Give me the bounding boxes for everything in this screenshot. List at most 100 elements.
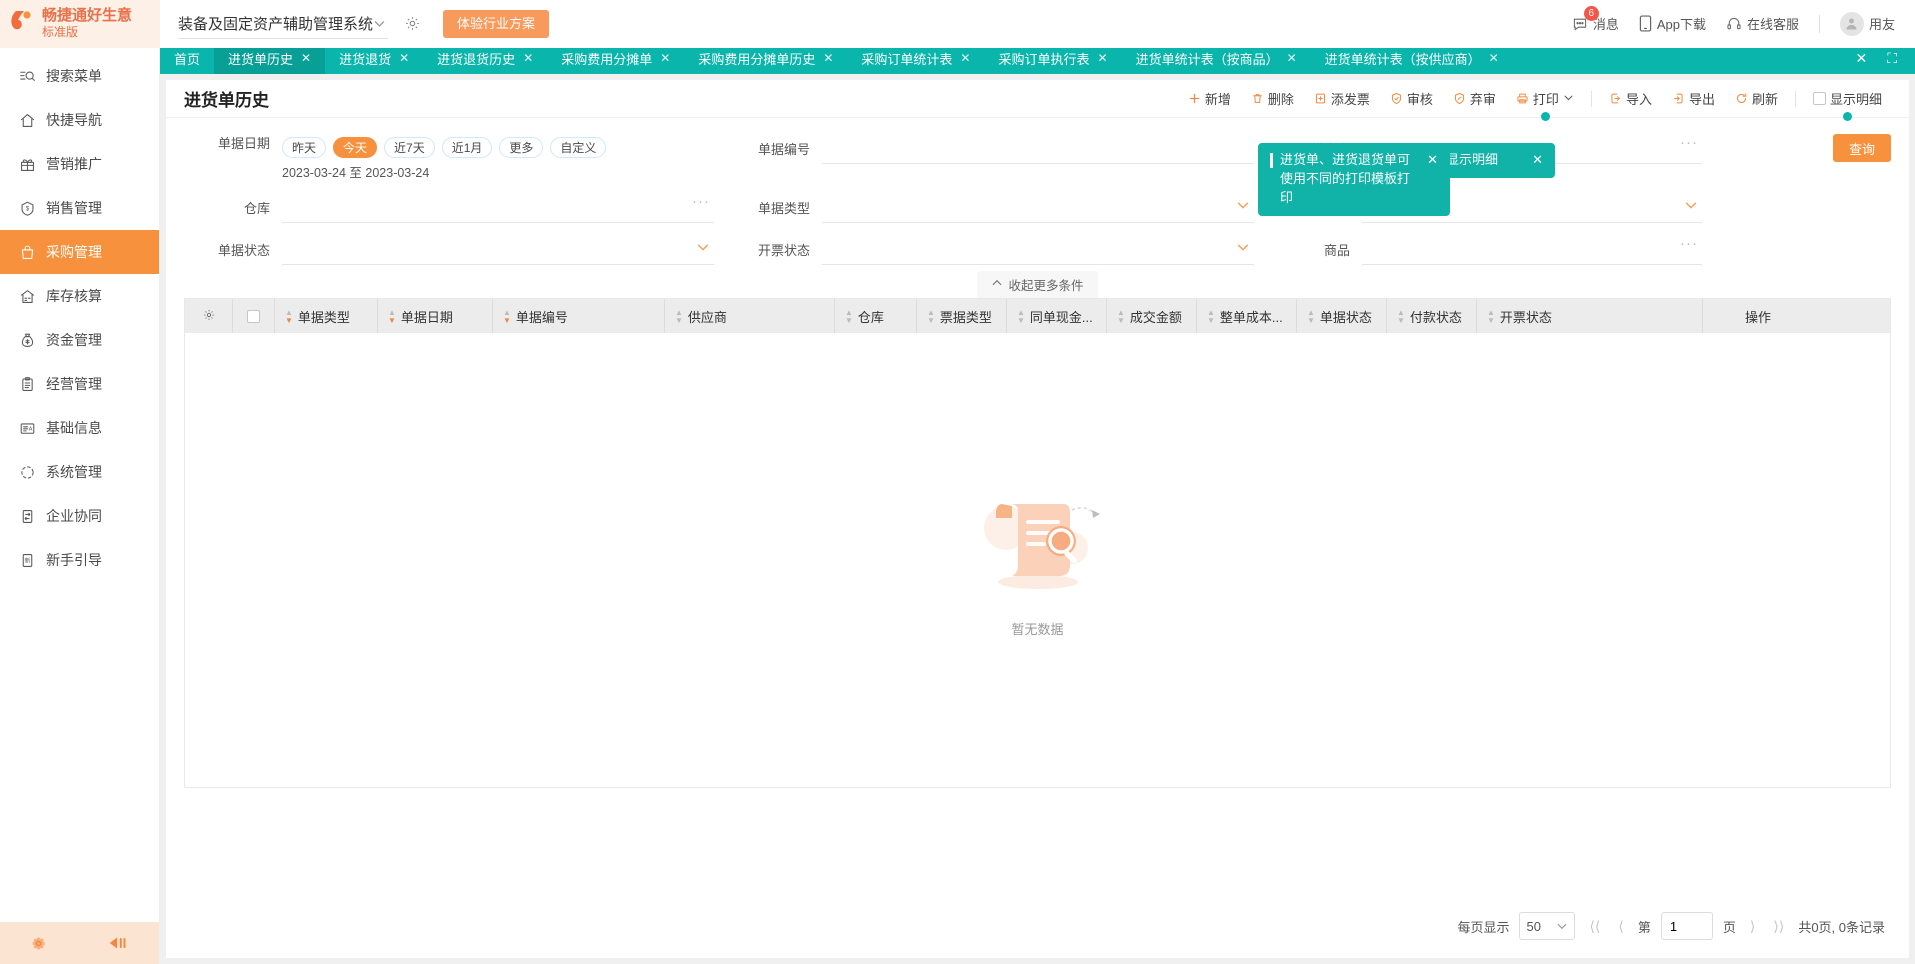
tab-close-icon[interactable]: ✕ — [1488, 51, 1499, 65]
tab-3[interactable]: 进货退货历史 ✕ — [423, 42, 547, 74]
table-column-header-7[interactable]: ▲ ▼ 票据类型 — [917, 299, 1007, 333]
tab-6[interactable]: 采购订单统计表 ✕ — [847, 42, 984, 74]
sidebar-collapse-arrow-icon[interactable] — [107, 936, 129, 950]
tab-close-icon[interactable]: ✕ — [823, 51, 834, 65]
toolbar-button-5[interactable]: 打印 — [1507, 85, 1583, 121]
date-chip-3[interactable]: 近1月 — [441, 137, 493, 158]
user-menu[interactable]: 用友 — [1839, 11, 1895, 36]
tab-7[interactable]: 采购订单执行表 ✕ — [984, 42, 1121, 74]
tab-close-icon[interactable]: ✕ — [399, 51, 410, 65]
tab-close-icon[interactable]: ✕ — [301, 51, 312, 65]
tab-8[interactable]: 进货单统计表（按商品） ✕ — [1122, 42, 1311, 74]
table-column-header-10[interactable]: ▲ ▼ 整单成本... — [1197, 299, 1297, 333]
date-chip-2[interactable]: 近7天 — [384, 137, 435, 158]
settings-gear-icon[interactable] — [404, 15, 421, 32]
toolbar-button-3[interactable]: 审核 — [1381, 85, 1442, 112]
close-icon[interactable]: ✕ — [1855, 49, 1868, 66]
sort-toggle-icon[interactable]: ▲ ▼ — [1307, 307, 1315, 325]
first-page-button[interactable]: ⟨⟨ — [1589, 917, 1601, 934]
table-column-header-13[interactable]: ▲ ▼ 开票状态 — [1477, 299, 1703, 333]
bill-type-chevron-down-icon[interactable] — [1684, 198, 1698, 215]
sidebar-item-10[interactable]: 企业协同 — [0, 494, 159, 538]
tab-close-icon[interactable]: ✕ — [660, 51, 671, 65]
sort-toggle-icon[interactable]: ▲ ▼ — [1117, 307, 1125, 325]
table-column-header-12[interactable]: ▲ ▼ 付款状态 — [1387, 299, 1477, 333]
sidebar-item-2[interactable]: 营销推广 — [0, 142, 159, 186]
collapse-conditions-button[interactable]: 收起更多条件 — [977, 271, 1098, 298]
show-detail-tip-close-icon[interactable]: ✕ — [1532, 152, 1543, 167]
checkbox-icon[interactable] — [1812, 92, 1826, 105]
experience-solution-button[interactable]: 体验行业方案 — [443, 9, 550, 38]
table-column-header-9[interactable]: ▲ ▼ 成交金额 — [1107, 299, 1197, 333]
table-column-header-14[interactable]: 操作 — [1703, 299, 1813, 333]
filter-input-doc-status[interactable] — [282, 231, 714, 265]
tab-close-icon[interactable]: ✕ — [1286, 51, 1297, 65]
app-download-button[interactable]: App下载 — [1639, 14, 1706, 33]
warehouse-more-icon[interactable]: ··· — [692, 193, 710, 210]
messages-button[interactable]: 消息 6 — [1572, 6, 1619, 33]
sidebar-item-1[interactable]: 快捷导航 — [0, 98, 159, 142]
table-column-header-6[interactable]: ▲ ▼ 仓库 — [835, 299, 917, 333]
toolbar-button-7[interactable]: 导出 — [1663, 85, 1724, 112]
sort-toggle-icon[interactable]: ▲ ▼ — [675, 307, 683, 325]
doc-type-chevron-down-icon[interactable] — [1236, 198, 1250, 215]
tab-9[interactable]: 进货单统计表（按供应商） ✕ — [1311, 42, 1513, 74]
filter-input-doc-type[interactable] — [822, 189, 1254, 223]
date-chip-1[interactable]: 今天 — [333, 137, 378, 158]
sidebar-item-9[interactable]: 系统管理 — [0, 450, 159, 494]
next-page-button[interactable]: ⟩ — [1749, 917, 1756, 934]
online-service-button[interactable]: 在线客服 — [1726, 14, 1799, 33]
date-range-text[interactable]: 2023-03-24 至 2023-03-24 — [282, 166, 430, 180]
filter-input-invoice-status[interactable] — [822, 231, 1254, 265]
tab-close-icon[interactable]: ✕ — [523, 51, 534, 65]
sidebar-item-6[interactable]: 资金管理 — [0, 318, 159, 362]
sort-toggle-icon[interactable]: ▲ ▼ — [927, 307, 935, 325]
table-column-header-8[interactable]: ▲ ▼ 同单现金... — [1007, 299, 1107, 333]
tab-4[interactable]: 采购费用分摊单 ✕ — [547, 42, 684, 74]
sidebar-item-11[interactable]: 新 新手引导 — [0, 538, 159, 582]
tab-close-icon[interactable]: ✕ — [960, 51, 971, 65]
sidebar-item-3[interactable]: $ 销售管理 — [0, 186, 159, 230]
date-chip-0[interactable]: 昨天 — [282, 137, 327, 158]
date-chip-4[interactable]: 更多 — [499, 137, 544, 158]
sort-toggle-icon[interactable]: ▲ ▼ — [1017, 307, 1025, 325]
fullscreen-icon[interactable]: ⛶ — [1887, 49, 1897, 66]
show-detail-checkbox[interactable]: 显示明细 — [1804, 85, 1891, 121]
system-selector[interactable]: 装备及固定资产辅助管理系统 — [178, 9, 388, 39]
gear-icon[interactable] — [202, 308, 216, 325]
product-more-icon[interactable]: ··· — [1680, 235, 1698, 252]
sidebar-item-5[interactable]: 库存核算 — [0, 274, 159, 318]
per-page-select[interactable]: 50 — [1519, 912, 1576, 940]
page-number-input[interactable] — [1660, 912, 1713, 940]
sidebar-item-4[interactable]: 采购管理 — [0, 230, 159, 274]
sort-toggle-icon[interactable]: ▲ ▼ — [1397, 307, 1405, 325]
sort-toggle-icon[interactable]: ▲ ▼ — [845, 307, 853, 325]
select-all-checkbox[interactable] — [247, 309, 260, 323]
sidebar-item-0[interactable]: 搜索菜单 — [0, 54, 159, 98]
table-column-header-4[interactable]: ▲ ▼ 单据编号 — [493, 299, 665, 333]
sort-toggle-icon[interactable]: ▲ ▼ — [1207, 307, 1215, 325]
sort-toggle-icon[interactable]: ▲ ▼ — [388, 307, 396, 325]
search-button[interactable]: 查询 — [1833, 134, 1891, 162]
tab-close-icon[interactable]: ✕ — [1097, 51, 1108, 65]
sort-toggle-icon[interactable]: ▲ ▼ — [503, 307, 511, 325]
table-column-header-2[interactable]: ▲ ▼ 单据类型 — [275, 299, 378, 333]
last-page-button[interactable]: ⟩⟩ — [1773, 917, 1785, 934]
table-column-header-1[interactable] — [233, 299, 275, 333]
tab-2[interactable]: 进货退货 ✕ — [325, 42, 423, 74]
toolbar-button-2[interactable]: 添发票 — [1305, 85, 1379, 112]
table-column-header-3[interactable]: ▲ ▼ 单据日期 — [378, 299, 493, 333]
toolbar-button-0[interactable]: 新增 — [1179, 85, 1240, 112]
sort-toggle-icon[interactable]: ▲ ▼ — [285, 307, 293, 325]
filter-input-warehouse[interactable] — [282, 189, 714, 223]
date-chip-5[interactable]: 自定义 — [550, 137, 607, 158]
invoice-status-chevron-down-icon[interactable] — [1236, 240, 1250, 257]
table-column-header-5[interactable]: ▲ ▼ 供应商 — [665, 299, 835, 333]
filter-input-doc-number[interactable] — [822, 130, 1254, 164]
toolbar-button-6[interactable]: 导入 — [1600, 85, 1661, 112]
sidebar-settings-gear-icon[interactable] — [30, 935, 47, 952]
sidebar-item-8[interactable]: A 基础信息 — [0, 406, 159, 450]
doc-status-chevron-down-icon[interactable] — [696, 240, 710, 257]
toolbar-button-1[interactable]: 删除 — [1242, 85, 1303, 112]
print-template-tip-close-icon[interactable]: ✕ — [1427, 152, 1438, 167]
